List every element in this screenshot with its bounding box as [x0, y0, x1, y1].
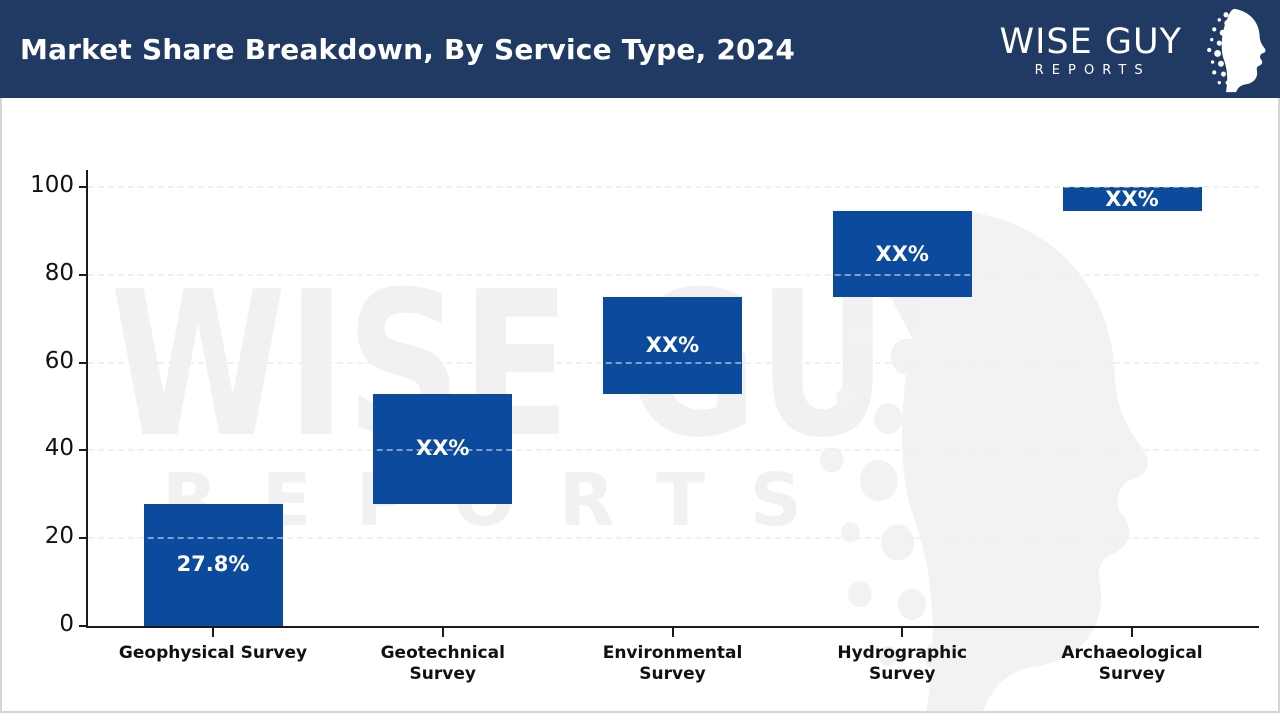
y-axis-tick [79, 273, 88, 276]
dotted-head-logo-icon [1207, 8, 1266, 93]
y-axis-tick [79, 186, 88, 188]
brand-name: WISE GUY [999, 22, 1182, 62]
bar-segment: 27.8% [143, 503, 283, 626]
y-axis-tick [79, 449, 88, 452]
grid-line [88, 273, 1259, 276]
y-axis-line [86, 170, 88, 628]
y-axis-tick [79, 361, 88, 364]
brand-logo: WISE GUY REPORTS [999, 6, 1268, 94]
y-tick-label: 20 [44, 523, 74, 550]
y-axis-tick [79, 537, 88, 540]
page-title: Market Share Breakdown, By Service Type,… [20, 32, 796, 66]
category-label: Geotechnical Survey [380, 643, 505, 684]
brand-tagline: REPORTS [1034, 63, 1151, 78]
x-axis-tick [441, 628, 444, 637]
bar-value-label: 27.8% [176, 552, 250, 577]
bar-value-label: XX% [1105, 186, 1159, 211]
x-axis-tick [671, 628, 674, 637]
grid-line-overlay [88, 537, 1259, 540]
x-axis-tick [1131, 628, 1133, 637]
bar-segment: XX% [832, 211, 972, 298]
bar-segment: XX% [1062, 186, 1202, 212]
bar-segment: XX% [373, 393, 513, 504]
y-tick-label: 100 [30, 172, 74, 198]
y-axis-tick [79, 625, 88, 627]
plot-area: 0 20 40 60 80 100 27.8% XX% XX% XX% XX% Geophysical… [2, 98, 1278, 711]
grid-line [88, 449, 1259, 452]
category-label: Environmental Survey [602, 643, 743, 684]
grid-line [88, 186, 1259, 188]
y-tick-label: 0 [59, 611, 74, 637]
grid-line-overlay [88, 449, 1259, 452]
category-label: Hydrographic Survey [837, 643, 968, 684]
grid-line-overlay [88, 186, 1259, 188]
x-axis-line [86, 626, 1259, 628]
y-tick-label: 40 [44, 435, 74, 462]
grid-line-overlay [88, 361, 1259, 364]
category-label: Archaeological Survey [1061, 643, 1203, 684]
y-tick-label: 60 [44, 347, 74, 374]
bar-segment: XX% [603, 297, 742, 394]
chart-card: WISE GUY REPORTS 02040608010027.8%XX%XX%… [0, 98, 1280, 713]
grid-line [88, 537, 1259, 540]
x-axis-tick [901, 628, 904, 637]
header-bar: Market Share Breakdown, By Service Type,… [0, 0, 1280, 98]
brand-logo-text: WISE GUY REPORTS [999, 22, 1182, 78]
watermark-text-line1: WISE GUY [110, 249, 1004, 482]
bar-value-label: XX% [645, 332, 700, 357]
x-axis-tick [212, 628, 214, 637]
bar-value-label: XX% [875, 241, 929, 266]
bar-value-label: XX% [416, 436, 470, 461]
grid-line-overlay [88, 273, 1259, 276]
category-label: Geophysical Survey [118, 643, 308, 663]
y-tick-label: 80 [44, 259, 74, 286]
